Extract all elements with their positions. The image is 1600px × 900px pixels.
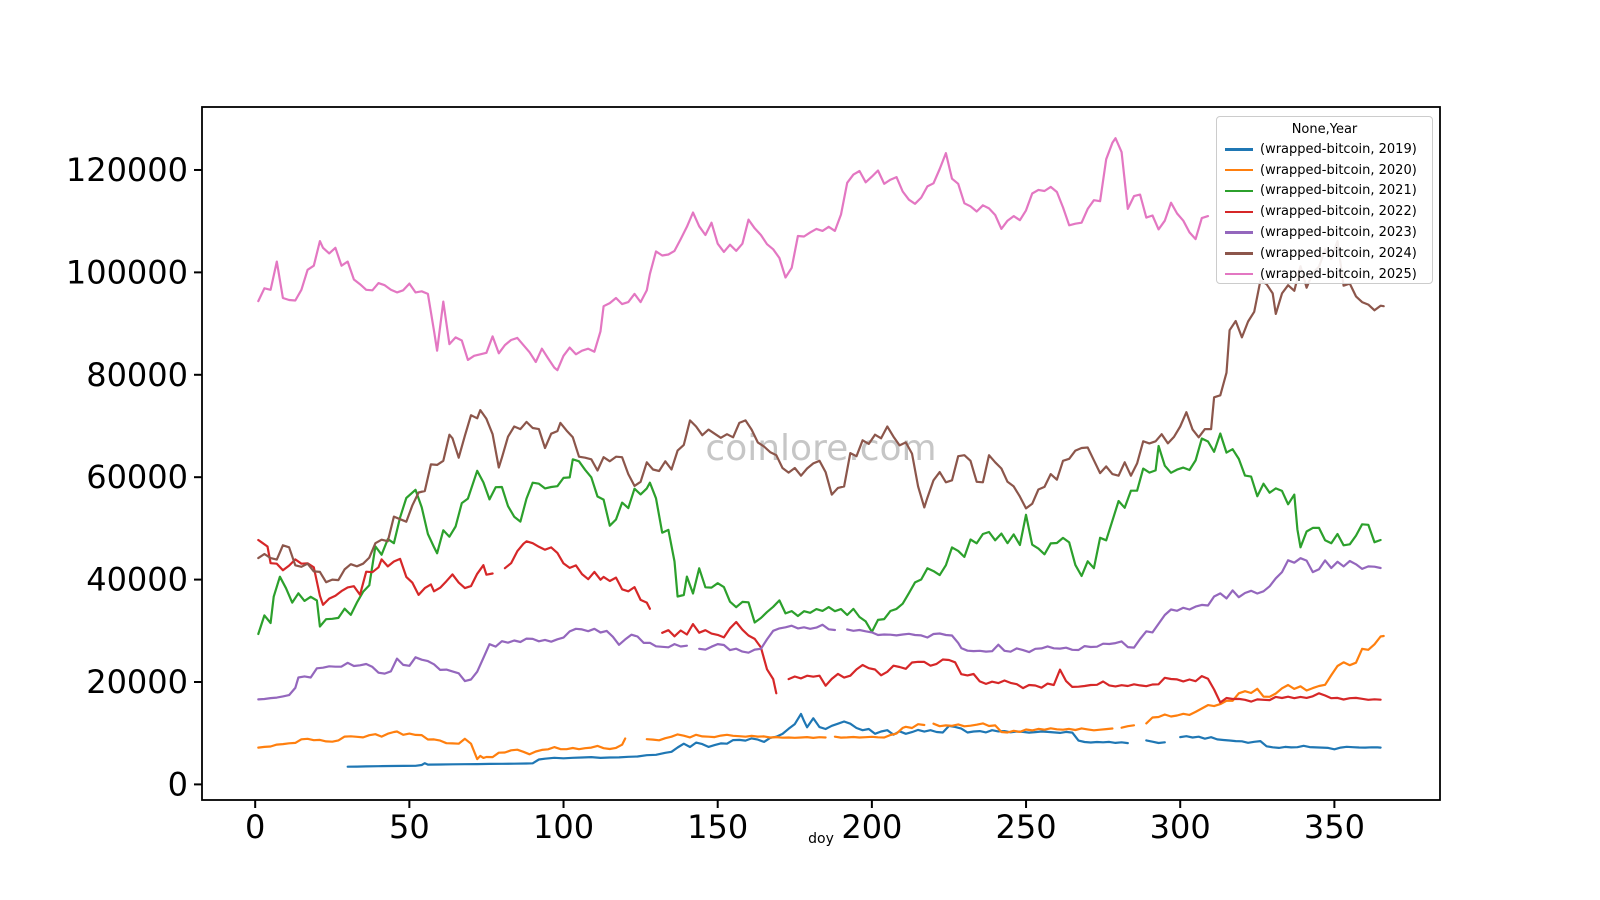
x-tick-label: 0: [245, 808, 265, 846]
legend-entry-label: (wrapped-bitcoin, 2022): [1260, 204, 1417, 220]
legend-entry: (wrapped-bitcoin, 2019): [1225, 139, 1424, 160]
legend-line-swatch: [1225, 189, 1253, 193]
legend-line-swatch: [1225, 210, 1253, 214]
series-line-2021: [257, 432, 1382, 636]
legend-entry: (wrapped-bitcoin, 2020): [1225, 160, 1424, 181]
y-tick-label: 120000: [66, 151, 188, 189]
series-line-2023: [257, 557, 1382, 701]
y-tick-label: 40000: [86, 561, 188, 599]
y-tick-label: 80000: [86, 356, 188, 394]
legend-line-swatch: [1225, 252, 1253, 255]
legend-entry: (wrapped-bitcoin, 2025): [1225, 264, 1424, 285]
legend-entry-label: (wrapped-bitcoin, 2021): [1260, 183, 1417, 199]
series-line-2024: [257, 240, 1385, 584]
x-tick-label: 150: [687, 808, 748, 846]
legend-line-swatch: [1225, 231, 1253, 234]
x-axis-label: doy: [808, 831, 834, 847]
legend-line-swatch: [1225, 148, 1253, 151]
series-line-2025: [257, 137, 1210, 372]
x-tick-label: 300: [1150, 808, 1211, 846]
x-tick-label: 50: [389, 808, 430, 846]
series-line-2020: [257, 634, 1385, 761]
y-tick-label: 20000: [86, 663, 188, 701]
legend-entry-label: (wrapped-bitcoin, 2025): [1260, 266, 1417, 282]
x-tick-label: 200: [841, 808, 902, 846]
legend-entry-label: (wrapped-bitcoin, 2020): [1260, 162, 1417, 178]
x-tick-label: 100: [533, 808, 594, 846]
legend-title: None,Year: [1291, 122, 1358, 137]
legend-entry: (wrapped-bitcoin, 2024): [1225, 243, 1424, 264]
legend-entry-label: (wrapped-bitcoin, 2024): [1260, 245, 1417, 261]
legend-entry-label: (wrapped-bitcoin, 2023): [1260, 225, 1417, 241]
x-tick-label: 350: [1304, 808, 1365, 846]
series-line-2022: [257, 538, 1382, 704]
series-line-2019: [346, 712, 1382, 768]
legend-entry: (wrapped-bitcoin, 2023): [1225, 222, 1424, 243]
axes-spines: [201, 106, 1441, 801]
y-tick-label: 100000: [66, 253, 188, 291]
legend-entry: (wrapped-bitcoin, 2021): [1225, 181, 1424, 202]
y-tick-label: 0: [168, 765, 188, 803]
legend-line-swatch: [1225, 168, 1253, 172]
legend: None,Year (wrapped-bitcoin, 2019) (wrappe…: [1216, 116, 1433, 284]
legend-line-swatch: [1225, 272, 1253, 276]
x-tick-label: 250: [996, 808, 1057, 846]
legend-entries: (wrapped-bitcoin, 2019) (wrapped-bitcoin,…: [1225, 139, 1424, 285]
legend-entry-label: (wrapped-bitcoin, 2019): [1260, 141, 1417, 157]
y-tick-label: 60000: [86, 458, 188, 496]
legend-entry: (wrapped-bitcoin, 2022): [1225, 201, 1424, 222]
